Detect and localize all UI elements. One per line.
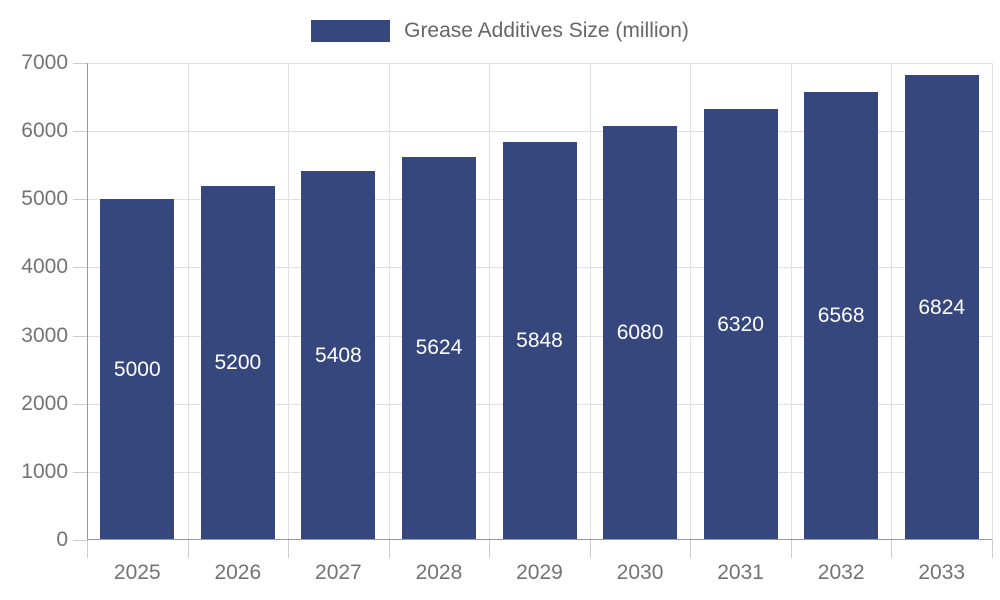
bar[interactable]: 5848 — [502, 141, 577, 540]
y-axis-line — [87, 63, 88, 540]
bar[interactable]: 6320 — [703, 109, 778, 540]
x-axis-tick-label: 2031 — [717, 561, 764, 584]
x-axis-tick-mark — [187, 540, 189, 558]
bar[interactable]: 6824 — [904, 75, 979, 540]
x-axis-tick-mark — [589, 540, 591, 558]
x-axis-tick-mark — [87, 540, 88, 558]
y-axis-tick-mark — [73, 199, 87, 201]
bar-value-label: 5200 — [214, 350, 262, 374]
plot-area: 0 1000 2000 3000 4000 5000 6000 7000 5000 2025 520… — [21, 51, 993, 584]
gridline-vertical — [891, 63, 893, 540]
bar-value-label: 5624 — [415, 336, 463, 360]
bar-value-label: 6080 — [616, 320, 664, 344]
x-axis-tick-mark — [891, 540, 893, 558]
bar-value-label: 5000 — [113, 357, 161, 381]
y-axis-tick-mark — [73, 131, 87, 133]
x-axis-line — [87, 539, 992, 540]
gridline-vertical — [790, 63, 792, 540]
y-axis-tick-mark — [73, 471, 87, 473]
y-axis-tick-mark — [73, 267, 87, 269]
gridline-horizontal — [87, 63, 992, 64]
y-axis-tick-label: 0 — [56, 528, 68, 551]
y-axis-tick-mark — [73, 540, 87, 541]
x-axis-tick-mark — [489, 540, 491, 558]
bar-value-label: 6320 — [717, 312, 764, 336]
y-axis-tick-label: 6000 — [21, 119, 68, 143]
x-axis-tick-label: 2032 — [817, 561, 865, 584]
bar[interactable]: 5624 — [401, 156, 476, 540]
gridline-vertical — [187, 63, 189, 540]
gridline-vertical — [489, 63, 491, 540]
gridline-vertical — [690, 63, 692, 540]
x-axis-tick-label: 2028 — [415, 561, 463, 584]
y-axis-tick-label: 1000 — [21, 459, 68, 483]
legend-swatch — [311, 20, 391, 42]
x-axis-tick-label: 2026 — [214, 561, 262, 584]
y-axis-tick-mark — [73, 403, 87, 405]
gridline-vertical — [388, 63, 390, 540]
y-axis-tick-mark — [73, 335, 87, 337]
x-axis-tick-mark — [388, 540, 390, 558]
bar-value-label: 6568 — [817, 304, 865, 328]
y-axis-tick-label: 4000 — [21, 255, 68, 279]
bar[interactable]: 6568 — [804, 92, 879, 540]
x-axis-tick-mark — [690, 540, 692, 558]
gridline-vertical — [589, 63, 591, 540]
x-axis-tick-mark — [288, 540, 290, 558]
y-axis-tick-label: 2000 — [21, 391, 68, 415]
legend[interactable]: Grease Additives Size (million) — [0, 19, 1000, 43]
x-axis-tick-label: 2025 — [113, 561, 161, 584]
bar-value-label: 5848 — [516, 328, 563, 352]
y-axis-tick-label: 7000 — [21, 51, 68, 74]
x-axis-tick-mark — [790, 540, 792, 558]
gridline-vertical — [992, 63, 993, 540]
bar[interactable]: 5408 — [301, 171, 376, 540]
bar[interactable]: 5000 — [100, 199, 175, 540]
gridline-vertical — [288, 63, 290, 540]
bar-value-label: 5408 — [315, 343, 362, 367]
bar[interactable]: 6080 — [603, 125, 678, 540]
x-axis-tick-label: 2027 — [315, 561, 362, 584]
y-axis-tick-label: 3000 — [21, 323, 68, 347]
x-axis-tick-label: 2030 — [616, 561, 664, 584]
x-axis-tick-label: 2029 — [516, 561, 563, 584]
x-axis-tick-label: 2033 — [918, 561, 966, 584]
y-axis-tick-mark — [73, 63, 87, 64]
legend-label: Grease Additives Size (million) — [404, 19, 689, 42]
bar[interactable]: 5200 — [200, 185, 275, 540]
gridline-horizontal — [87, 131, 992, 133]
x-axis-tick-mark — [992, 540, 993, 558]
bar-value-label: 6824 — [918, 295, 966, 319]
y-axis-tick-label: 5000 — [21, 187, 68, 211]
